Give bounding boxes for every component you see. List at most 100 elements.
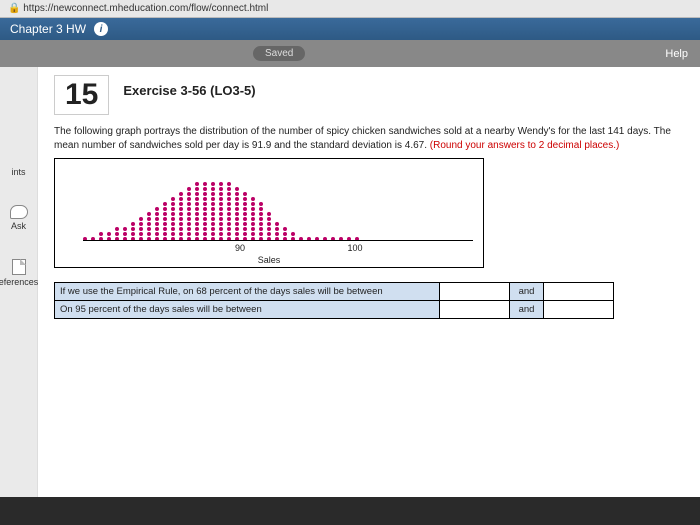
info-icon[interactable]: i: [94, 22, 108, 36]
chart-bar: [275, 222, 279, 241]
prompt-cell: On 95 percent of the days sales will be …: [55, 301, 440, 319]
dot-icon: [147, 212, 151, 216]
answer-input-high-0[interactable]: [549, 286, 608, 297]
and-cell: and: [510, 283, 544, 301]
dot-icon: [251, 197, 255, 201]
dot-icon: [259, 232, 263, 236]
dot-icon: [195, 182, 199, 186]
chart-bar: [115, 227, 119, 241]
answer-table: If we use the Empirical Rule, on 68 perc…: [54, 282, 614, 319]
references-button[interactable]: eferences: [0, 259, 38, 287]
dot-icon: [171, 212, 175, 216]
dot-icon: [139, 222, 143, 226]
dot-icon: [243, 192, 247, 196]
answer-input-high-1[interactable]: [549, 304, 608, 315]
dot-icon: [131, 227, 135, 231]
dot-icon: [235, 217, 239, 221]
dot-icon: [243, 202, 247, 206]
chart-bar: [195, 182, 199, 241]
chart-bar: [211, 182, 215, 241]
chart-bar: [187, 187, 191, 241]
table-row: On 95 percent of the days sales will be …: [55, 301, 614, 319]
help-link[interactable]: Help: [665, 48, 688, 60]
dot-icon: [187, 202, 191, 206]
dot-icon: [115, 232, 119, 236]
dot-icon: [179, 217, 183, 221]
dot-icon: [147, 217, 151, 221]
dot-icon: [275, 232, 279, 236]
dot-icon: [243, 227, 247, 231]
dot-icon: [195, 207, 199, 211]
dot-icon: [171, 232, 175, 236]
dot-icon: [267, 217, 271, 221]
dot-icon: [155, 222, 159, 226]
input-cell: [544, 283, 614, 301]
chart-bar: [203, 182, 207, 241]
ask-button[interactable]: Ask: [10, 205, 28, 231]
dot-icon: [251, 217, 255, 221]
dot-icon: [251, 222, 255, 226]
dot-icon: [131, 222, 135, 226]
dot-icon: [187, 207, 191, 211]
dot-icon: [203, 217, 207, 221]
dot-icon: [195, 212, 199, 216]
dot-icon: [163, 207, 167, 211]
saved-badge: Saved: [253, 46, 305, 61]
answer-input-low-1[interactable]: [445, 304, 504, 315]
dot-icon: [203, 202, 207, 206]
left-rail: ints Ask eferences: [0, 67, 38, 497]
dot-icon: [203, 227, 207, 231]
dot-icon: [203, 222, 207, 226]
dot-icon: [195, 227, 199, 231]
chart-bar: [235, 187, 239, 241]
dot-icon: [243, 197, 247, 201]
dot-icon: [227, 187, 231, 191]
distribution-chart: 90100 Sales: [54, 158, 484, 268]
dot-icon: [179, 232, 183, 236]
dot-icon: [243, 212, 247, 216]
dot-icon: [99, 232, 103, 236]
dot-icon: [291, 232, 295, 236]
chart-bars: [83, 182, 359, 241]
dot-icon: [187, 197, 191, 201]
dot-icon: [211, 187, 215, 191]
dot-icon: [235, 202, 239, 206]
dot-icon: [275, 222, 279, 226]
dot-icon: [163, 232, 167, 236]
dot-icon: [219, 222, 223, 226]
dot-icon: [187, 227, 191, 231]
dot-icon: [195, 192, 199, 196]
dot-icon: [203, 197, 207, 201]
x-axis: [83, 240, 473, 241]
x-tick: 100: [347, 243, 362, 253]
input-cell: [440, 283, 510, 301]
dot-icon: [211, 227, 215, 231]
dot-icon: [155, 217, 159, 221]
dot-icon: [203, 192, 207, 196]
dot-icon: [219, 227, 223, 231]
dot-icon: [203, 187, 207, 191]
dot-icon: [259, 202, 263, 206]
dot-icon: [147, 232, 151, 236]
answer-input-low-0[interactable]: [445, 286, 504, 297]
dot-icon: [139, 217, 143, 221]
dot-icon: [227, 212, 231, 216]
dot-icon: [275, 227, 279, 231]
dot-icon: [163, 202, 167, 206]
and-cell: and: [510, 301, 544, 319]
dot-icon: [155, 232, 159, 236]
main-row: ints Ask eferences 15 Exercise 3-56 (LO3…: [0, 67, 700, 497]
chart-bar: [131, 222, 135, 241]
hints-label: ints: [11, 167, 25, 177]
dot-icon: [179, 197, 183, 201]
dot-icon: [235, 207, 239, 211]
dot-icon: [171, 227, 175, 231]
dot-icon: [251, 212, 255, 216]
dot-icon: [235, 232, 239, 236]
status-bar: Saved Help: [0, 40, 700, 67]
chart-bar: [243, 192, 247, 241]
x-tick: 90: [235, 243, 245, 253]
url-text: https://newconnect.mheducation.com/flow/…: [23, 3, 268, 14]
dot-icon: [235, 187, 239, 191]
dot-icon: [219, 197, 223, 201]
